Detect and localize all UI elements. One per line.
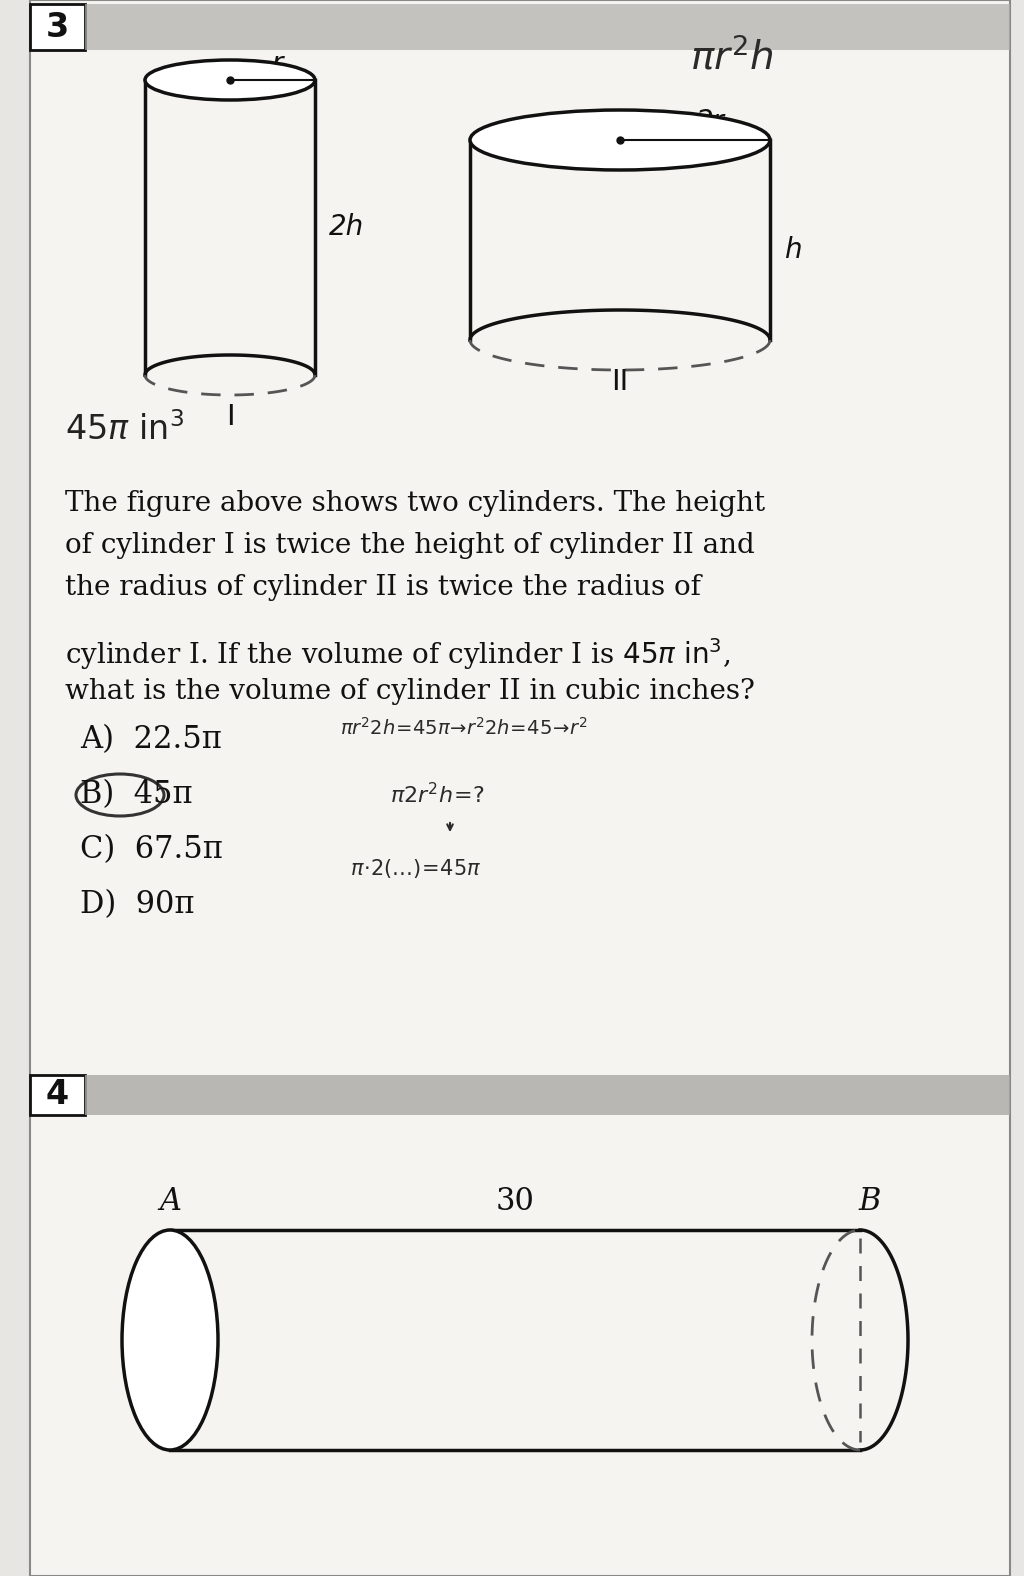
- Bar: [30, 5, 85, 50]
- Text: the radius of cylinder II is twice the radius of: the radius of cylinder II is twice the r…: [65, 574, 701, 600]
- Text: A)  22.5π: A) 22.5π: [80, 725, 222, 755]
- Text: 2h: 2h: [329, 213, 365, 241]
- Text: C)  67.5π: C) 67.5π: [80, 835, 223, 865]
- Text: of cylinder I is twice the height of cylinder II and: of cylinder I is twice the height of cyl…: [65, 533, 755, 559]
- Text: 2r: 2r: [695, 109, 725, 136]
- Text: $45\pi\ \mathrm{in}^3$: $45\pi\ \mathrm{in}^3$: [65, 413, 184, 448]
- Ellipse shape: [122, 1229, 218, 1450]
- Text: $\pi r^2 h$: $\pi r^2 h$: [690, 38, 773, 77]
- Text: B)  45π: B) 45π: [80, 780, 193, 810]
- Bar: [30, 1075, 85, 1114]
- Text: cylinder I. If the volume of cylinder I is $45\pi\ \mathrm{in}^3$,: cylinder I. If the volume of cylinder I …: [65, 637, 730, 671]
- Text: A: A: [159, 1187, 181, 1218]
- Bar: [85, 5, 1010, 50]
- Text: I: I: [225, 403, 234, 430]
- Text: $\pi 2r^2 h\!=\!?$: $\pi 2r^2 h\!=\!?$: [390, 782, 484, 807]
- Text: 30: 30: [496, 1187, 535, 1218]
- Text: what is the volume of cylinder II in cubic inches?: what is the volume of cylinder II in cub…: [65, 678, 755, 704]
- Text: 4: 4: [45, 1078, 69, 1111]
- Text: $\pi r^2 2h\!=\!45\pi \!\rightarrow\! r^2 2h\!=\!45\!\rightarrow\! r^2$: $\pi r^2 2h\!=\!45\pi \!\rightarrow\! r^…: [340, 717, 588, 739]
- Text: B: B: [859, 1187, 882, 1218]
- Text: $\pi \!\cdot\! 2(\ldots)\!=\! 45\pi$: $\pi \!\cdot\! 2(\ldots)\!=\! 45\pi$: [350, 856, 481, 879]
- Text: D)  90π: D) 90π: [80, 889, 195, 920]
- Text: 3: 3: [45, 11, 69, 44]
- Text: r: r: [271, 50, 283, 77]
- Text: II: II: [611, 369, 629, 396]
- Text: The figure above shows two cylinders. The height: The figure above shows two cylinders. Th…: [65, 490, 765, 517]
- Ellipse shape: [145, 60, 315, 99]
- Bar: [85, 1075, 1010, 1114]
- Text: h: h: [784, 236, 802, 265]
- Ellipse shape: [470, 110, 770, 170]
